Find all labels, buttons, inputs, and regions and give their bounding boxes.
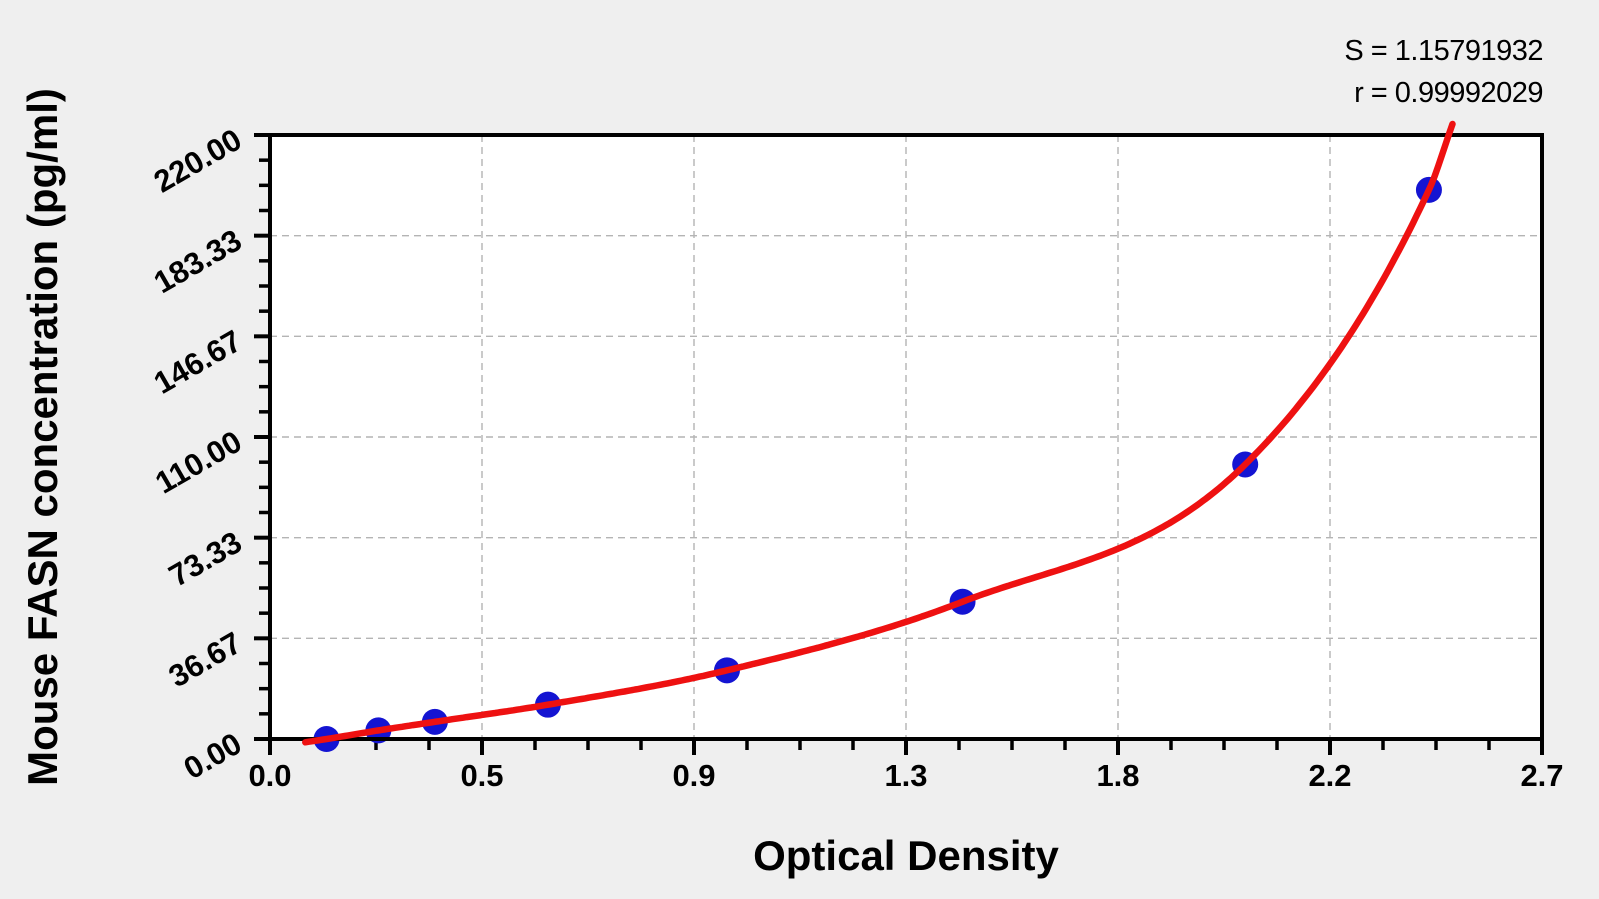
y-tick-label: 0.00 bbox=[178, 726, 248, 786]
x-tick-label: 1.8 bbox=[1096, 758, 1139, 793]
y-tick-label: 110.00 bbox=[149, 424, 247, 501]
x-tick-label: 0.0 bbox=[248, 758, 291, 793]
fitted-curve bbox=[302, 120, 1456, 746]
plot-layer: 0.0 0.5 0.9 1.3 1.8 2.2 2.7 0.00 36.67 73.33 110.0… bbox=[148, 120, 1564, 793]
x-tick-label: 2.2 bbox=[1308, 758, 1351, 793]
x-tick-label: 1.3 bbox=[884, 758, 927, 793]
stat-r-value: r = 0.99992029 bbox=[1354, 77, 1543, 109]
y-tick-label: 36.67 bbox=[163, 625, 248, 694]
y-tick-label: 220.00 bbox=[148, 122, 248, 200]
stat-s-value: S = 1.15791932 bbox=[1344, 35, 1543, 67]
plot-border bbox=[268, 133, 1544, 741]
x-tick-label: 0.5 bbox=[460, 758, 503, 793]
gridlines bbox=[270, 135, 1542, 739]
y-axis-title: Mouse FASN concentration (pg/ml) bbox=[19, 88, 66, 786]
y-tick-label: 146.67 bbox=[148, 323, 248, 401]
x-tick-label: 0.9 bbox=[672, 758, 715, 793]
x-axis-title: Optical Density bbox=[753, 832, 1059, 879]
y-tick-label: 183.33 bbox=[148, 222, 248, 300]
x-tick-label: 2.7 bbox=[1520, 758, 1563, 793]
y-tick-label: 73.33 bbox=[163, 524, 248, 593]
